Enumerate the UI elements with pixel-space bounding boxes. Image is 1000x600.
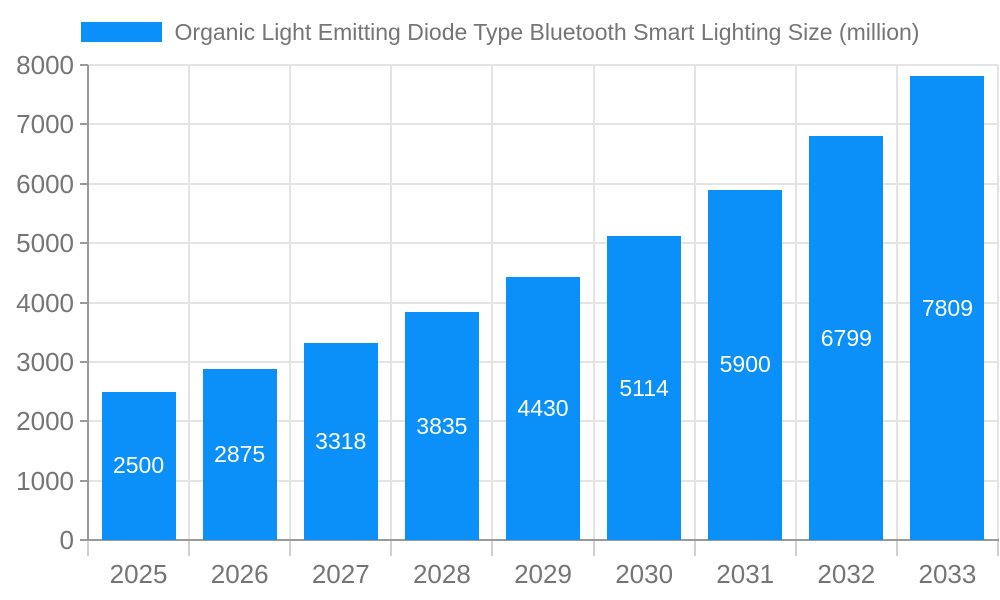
y-axis-line <box>87 65 89 540</box>
y-axis-tick <box>80 420 88 423</box>
x-axis-tick <box>289 540 292 556</box>
y-axis-tick-label: 5000 <box>16 228 74 259</box>
bar-value-label: 2875 <box>214 441 266 468</box>
x-axis-tick <box>895 540 898 556</box>
bar[interactable]: 5900 <box>708 189 783 540</box>
legend-swatch <box>80 22 162 42</box>
bar-value-label: 5900 <box>719 351 771 378</box>
x-axis-tick <box>491 540 494 556</box>
gridline-vertical <box>997 65 999 540</box>
bar-value-label: 6799 <box>820 324 872 351</box>
x-axis-tick-label: 2032 <box>817 559 876 589</box>
x-axis-tick-label: 2033 <box>918 559 977 589</box>
y-axis-tick <box>80 182 88 185</box>
x-axis-tick-label: 2031 <box>716 559 775 589</box>
bar-value-label: 5114 <box>619 374 669 401</box>
gridline-horizontal <box>88 64 998 66</box>
gridline-horizontal <box>88 182 998 185</box>
x-axis-tick <box>997 540 999 556</box>
bar-value-label: 7809 <box>921 294 974 321</box>
bar[interactable]: 3835 <box>404 312 479 540</box>
bar-value-label: 4430 <box>517 394 569 421</box>
gridline-horizontal <box>88 123 998 126</box>
chart-legend[interactable]: Organic Light Emitting Diode Type Blueto… <box>0 18 1000 46</box>
x-axis-tick <box>794 540 797 556</box>
x-axis-tick <box>390 540 393 556</box>
x-axis-tick <box>87 540 89 556</box>
bar[interactable]: 3318 <box>303 342 378 540</box>
gridline-vertical <box>188 65 191 540</box>
bar[interactable]: 5114 <box>607 236 682 540</box>
y-axis-tick-label: 7000 <box>16 109 74 140</box>
bar[interactable]: 2875 <box>202 369 277 540</box>
x-axis-tick-label: 2026 <box>210 559 269 589</box>
gridline-vertical <box>794 65 797 540</box>
x-axis-tick <box>592 540 595 556</box>
gridline-vertical <box>693 65 696 540</box>
gridline-horizontal <box>88 242 998 245</box>
bar[interactable]: 7809 <box>910 76 985 540</box>
y-axis-tick <box>80 539 88 541</box>
x-axis-tick-label: 2028 <box>412 559 471 589</box>
x-axis-tick <box>693 540 696 556</box>
bar[interactable]: 2500 <box>101 391 176 540</box>
x-axis-tick-label: 2027 <box>311 559 370 589</box>
bar[interactable]: 6799 <box>809 136 884 540</box>
y-axis-tick <box>80 242 88 245</box>
x-axis-tick-label: 2029 <box>514 559 572 589</box>
y-axis-tick <box>80 123 88 126</box>
y-axis-tick <box>80 64 88 66</box>
gridline-vertical <box>390 65 393 540</box>
y-axis-tick-label: 8000 <box>16 50 74 80</box>
bar[interactable]: 4430 <box>506 276 580 540</box>
x-axis-tick <box>188 540 191 556</box>
y-axis-tick-label: 4000 <box>16 287 74 318</box>
y-axis-tick <box>80 479 88 482</box>
bar-value-label: 2500 <box>112 452 165 479</box>
y-axis-tick <box>80 360 88 363</box>
y-axis-tick <box>80 301 88 304</box>
gridline-vertical <box>592 65 595 540</box>
y-axis-tick-label: 0 <box>59 525 74 555</box>
x-axis-tick-label: 2030 <box>615 559 674 589</box>
x-axis-tick-label: 2025 <box>109 559 168 589</box>
x-axis-line <box>87 539 999 541</box>
gridline-vertical <box>895 65 898 540</box>
y-axis-tick-label: 2000 <box>16 406 74 437</box>
legend-label: Organic Light Emitting Diode Type Blueto… <box>174 19 920 45</box>
gridline-vertical <box>491 65 494 540</box>
bar-value-label: 3835 <box>416 412 468 439</box>
y-axis-tick-label: 3000 <box>16 346 74 377</box>
y-axis-tick-label: 1000 <box>16 465 74 496</box>
gridline-vertical <box>289 65 292 540</box>
y-axis-tick-label: 6000 <box>16 168 74 199</box>
bar-value-label: 3318 <box>315 427 367 454</box>
